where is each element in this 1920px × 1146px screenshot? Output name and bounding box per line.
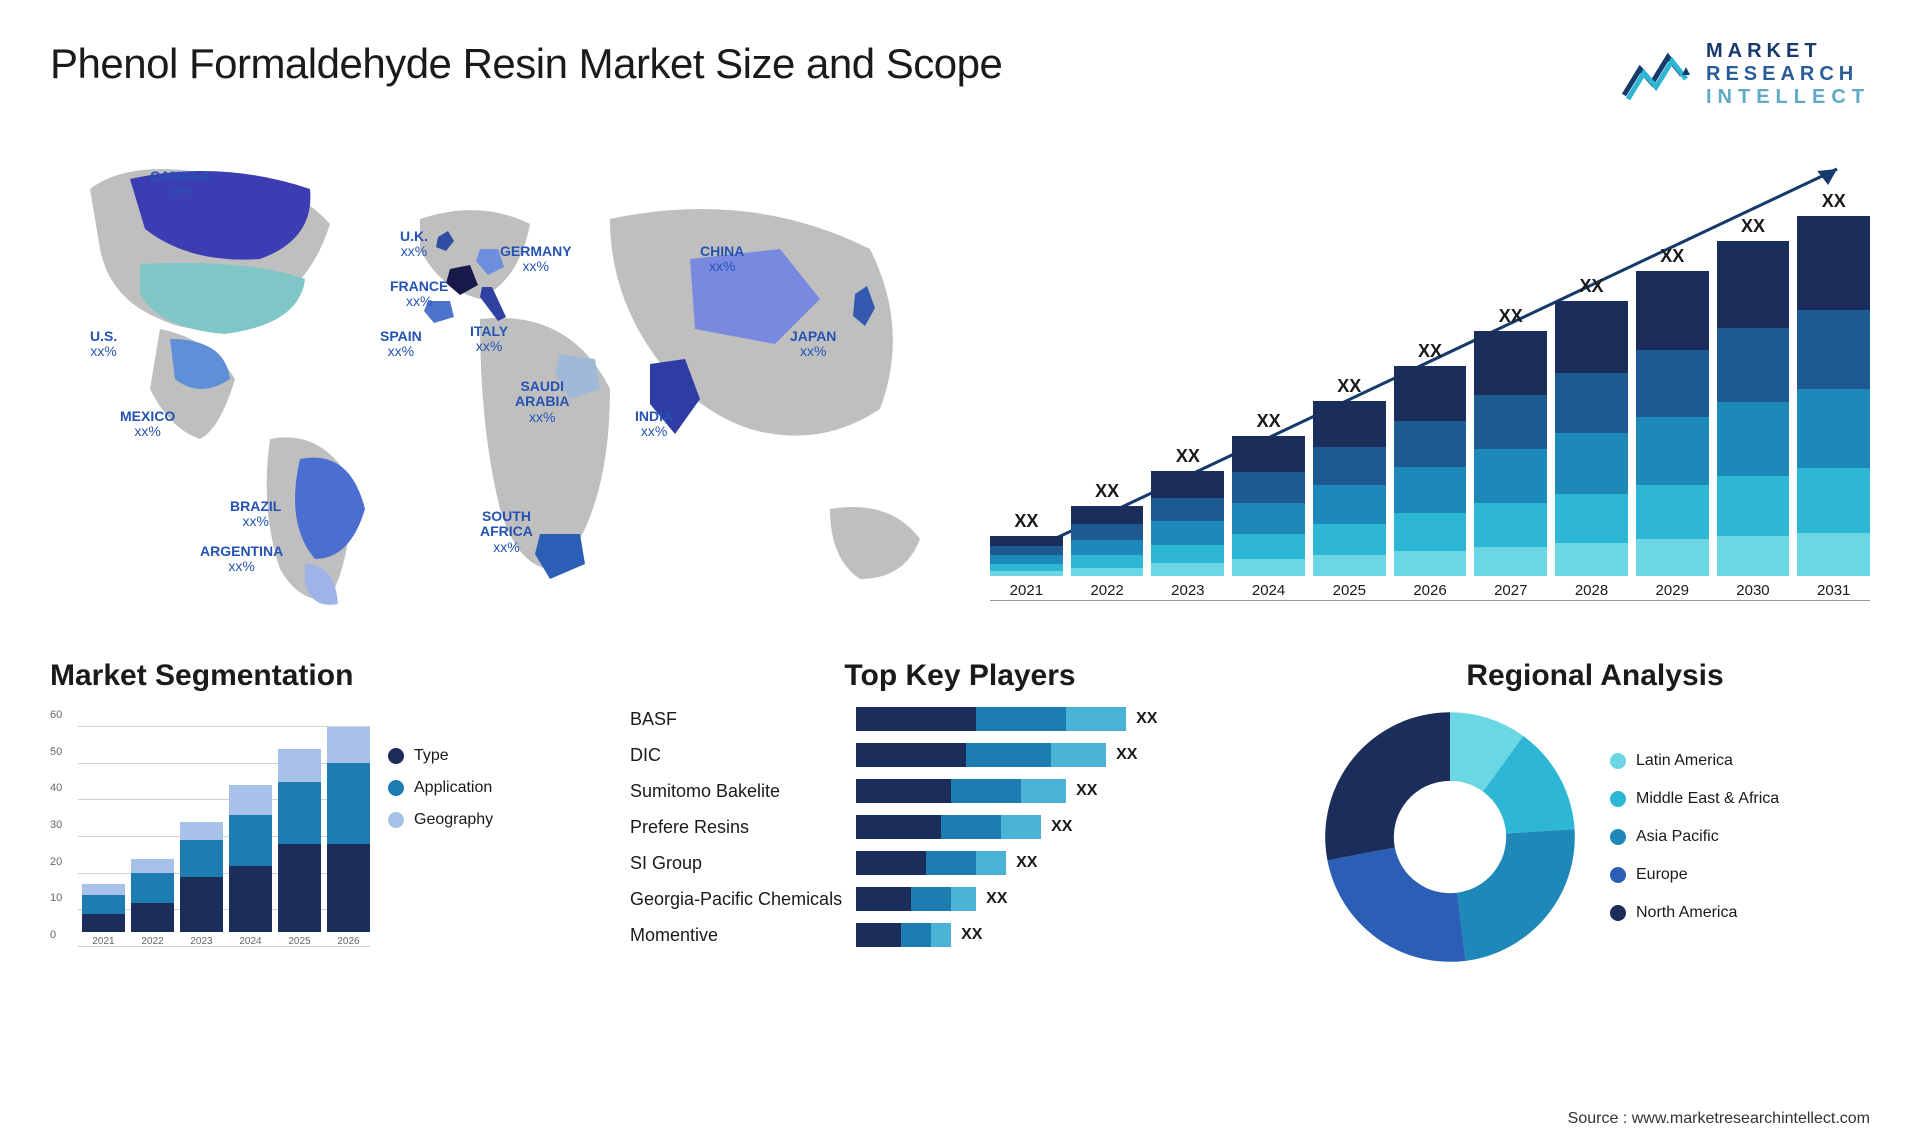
- logo-line3: INTELLECT: [1706, 86, 1870, 109]
- donut-slice: [1327, 848, 1465, 962]
- logo-line1: MARKET: [1706, 40, 1870, 63]
- regional-title: Regional Analysis: [1320, 659, 1870, 693]
- map-label: CANADAxx%: [150, 169, 211, 200]
- map-label: ITALYxx%: [470, 324, 508, 355]
- player-bar: XX: [856, 851, 1290, 875]
- map-label: SOUTHAFRICAxx%: [480, 509, 533, 555]
- trend-bar: XX2024: [1232, 411, 1305, 599]
- world-map: CANADAxx% U.S.xx% MEXICOxx% BRAZILxx% ARGENT…: [50, 129, 950, 629]
- legend-item: North America: [1610, 904, 1779, 922]
- regional-donut: [1320, 707, 1580, 967]
- map-label: SAUDIARABIAxx%: [515, 379, 569, 425]
- map-label: MEXICOxx%: [120, 409, 175, 440]
- player-name: Prefere Resins: [630, 815, 842, 839]
- player-name: Momentive: [630, 923, 842, 947]
- legend-item: Asia Pacific: [1610, 828, 1779, 846]
- player-bar: XX: [856, 743, 1290, 767]
- map-label: FRANCExx%: [390, 279, 448, 310]
- player-name: BASF: [630, 707, 842, 731]
- trend-bar: XX2031: [1797, 191, 1870, 599]
- map-label: CHINAxx%: [700, 244, 744, 275]
- legend-item: Geography: [388, 811, 493, 829]
- player-name: DIC: [630, 743, 842, 767]
- trend-bar: XX2023: [1151, 446, 1224, 599]
- key-players-bars: XX XX XX XX XX XX XX: [856, 707, 1290, 947]
- legend-item: Type: [388, 747, 493, 765]
- map-label: U.K.xx%: [400, 229, 428, 260]
- logo-icon: [1622, 45, 1694, 105]
- player-bar: XX: [856, 887, 1290, 911]
- map-label: ARGENTINAxx%: [200, 544, 283, 575]
- key-players-title: Top Key Players: [630, 659, 1290, 693]
- player-bar: XX: [856, 779, 1290, 803]
- donut-slice: [1457, 829, 1575, 961]
- brand-logo: MARKET RESEARCH INTELLECT: [1622, 40, 1870, 109]
- legend-item: Middle East & Africa: [1610, 790, 1779, 808]
- segmentation-panel: Market Segmentation 01020304050602021202…: [50, 659, 600, 967]
- source-footer: Source : www.marketresearchintellect.com: [1568, 1110, 1870, 1128]
- seg-bar: 2022: [131, 859, 174, 947]
- regional-legend: Latin America Middle East & Africa Asia Pa…: [1610, 752, 1779, 922]
- legend-item: Latin America: [1610, 752, 1779, 770]
- trend-bar: XX2025: [1313, 376, 1386, 599]
- player-bar: XX: [856, 923, 1290, 947]
- legend-item: Application: [388, 779, 493, 797]
- player-bar: XX: [856, 815, 1290, 839]
- key-players-names: BASF DIC Sumitomo Bakelite Prefere Resins SI…: [630, 707, 842, 947]
- page-title: Phenol Formaldehyde Resin Market Size an…: [50, 40, 1002, 88]
- map-label: BRAZILxx%: [230, 499, 281, 530]
- map-label: U.S.xx%: [90, 329, 117, 360]
- trend-bar: XX2027: [1474, 306, 1547, 599]
- seg-bar: 2023: [180, 822, 223, 947]
- seg-bar: 2024: [229, 785, 272, 947]
- donut-slice: [1325, 712, 1450, 860]
- player-name: Georgia-Pacific Chemicals: [630, 887, 842, 911]
- trend-bar: XX2021: [990, 511, 1063, 599]
- key-players-panel: Top Key Players BASF DIC Sumitomo Bakelite…: [630, 659, 1290, 967]
- segmentation-chart: 0102030405060202120222023202420252026: [50, 707, 370, 967]
- legend-item: Europe: [1610, 866, 1779, 884]
- regional-panel: Regional Analysis Latin America Middle Ea…: [1320, 659, 1870, 967]
- segmentation-title: Market Segmentation: [50, 659, 600, 693]
- trend-bar: XX2029: [1636, 246, 1709, 599]
- trend-bar: XX2030: [1717, 216, 1790, 599]
- trend-chart: XX2021XX2022XX2023XX2024XX2025XX2026XX20…: [990, 129, 1870, 629]
- player-bar: XX: [856, 707, 1290, 731]
- player-name: SI Group: [630, 851, 842, 875]
- seg-bar: 2026: [327, 727, 370, 947]
- seg-bar: 2025: [278, 749, 321, 947]
- seg-bar: 2021: [82, 884, 125, 947]
- trend-bar: XX2026: [1394, 341, 1467, 599]
- map-label: GERMANYxx%: [500, 244, 572, 275]
- player-name: Sumitomo Bakelite: [630, 779, 842, 803]
- trend-bar: XX2022: [1071, 481, 1144, 599]
- logo-line2: RESEARCH: [1706, 63, 1870, 86]
- map-label: JAPANxx%: [790, 329, 836, 360]
- segmentation-legend: Type Application Geography: [388, 707, 493, 967]
- map-label: INDIAxx%: [635, 409, 673, 440]
- trend-bar: XX2028: [1555, 276, 1628, 599]
- map-label: SPAINxx%: [380, 329, 422, 360]
